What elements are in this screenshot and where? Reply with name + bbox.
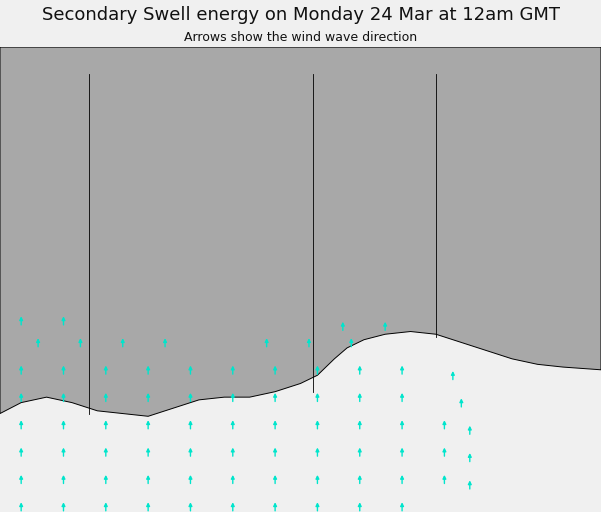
Polygon shape <box>0 47 601 416</box>
Text: Arrows show the wind wave direction: Arrows show the wind wave direction <box>184 31 417 44</box>
Text: Secondary Swell energy on Monday 24 Mar at 12am GMT: Secondary Swell energy on Monday 24 Mar … <box>41 6 560 24</box>
